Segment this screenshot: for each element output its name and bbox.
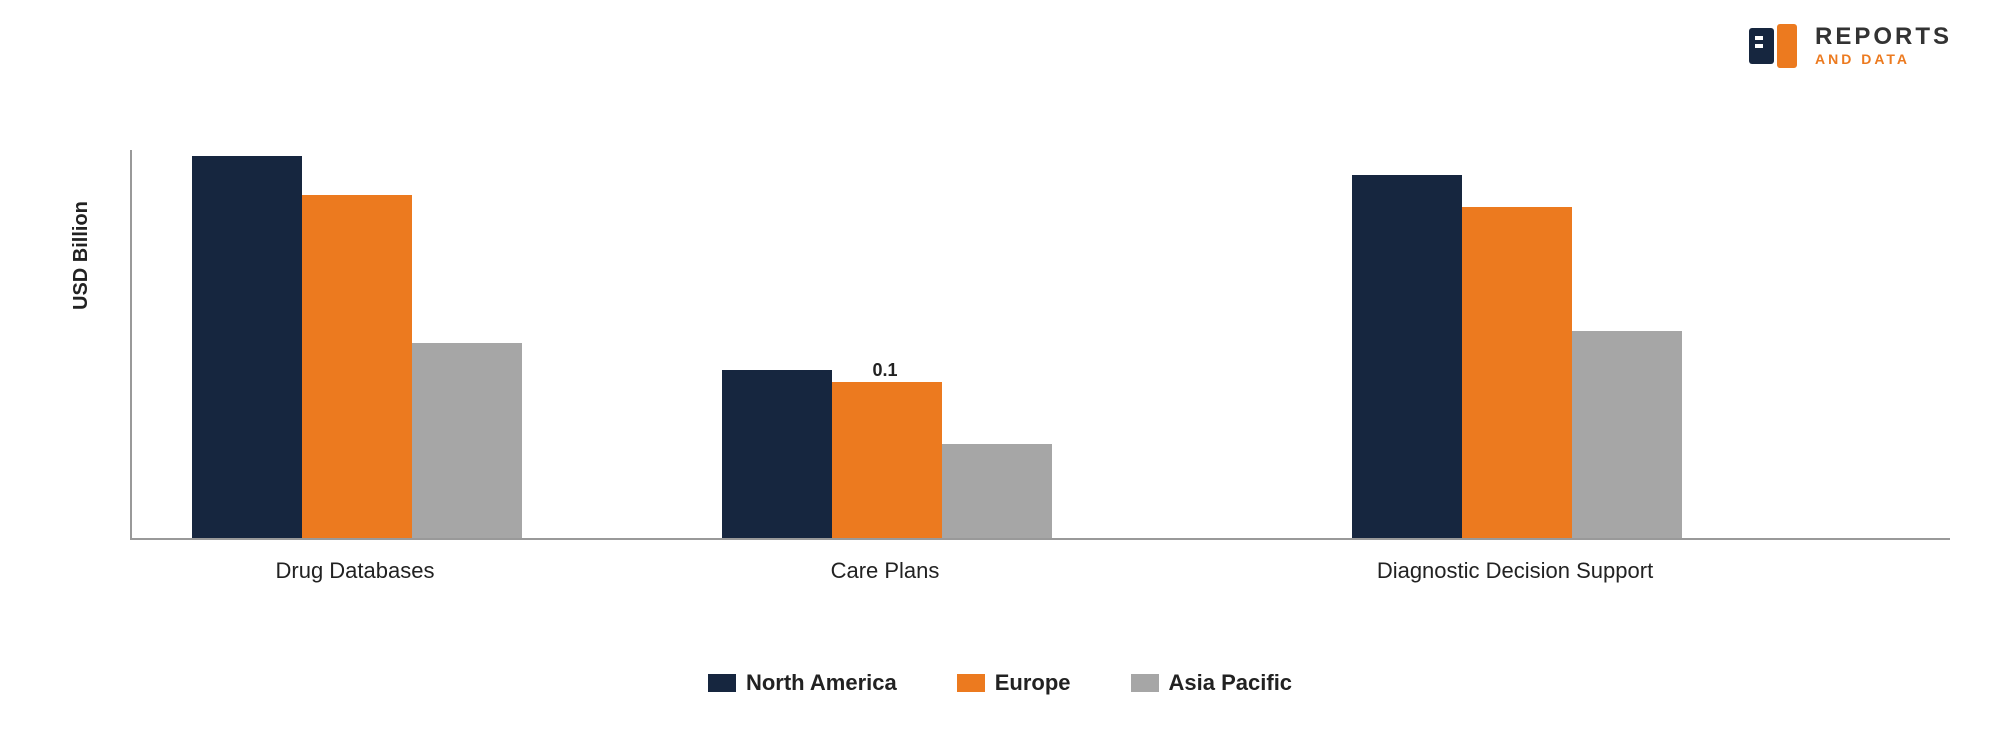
legend-label: Europe	[995, 670, 1071, 696]
bar	[1352, 175, 1462, 538]
bar	[722, 370, 832, 538]
legend-item: Europe	[957, 670, 1071, 696]
bar	[412, 343, 522, 538]
bar	[1572, 331, 1682, 538]
bar	[832, 382, 942, 538]
y-axis-label: USD Billion	[70, 201, 93, 310]
bar	[1462, 207, 1572, 539]
bar	[192, 156, 302, 538]
data-label: 0.1	[872, 360, 897, 381]
bar	[302, 195, 412, 538]
legend-item: Asia Pacific	[1131, 670, 1293, 696]
legend-label: Asia Pacific	[1169, 670, 1293, 696]
logo-mark-icon	[1749, 18, 1803, 72]
plot-area	[130, 150, 1950, 540]
logo-title: REPORTS	[1815, 25, 1952, 49]
legend-swatch	[957, 674, 985, 692]
reports-and-data-logo: REPORTS AND DATA	[1749, 18, 1952, 72]
x-axis-category-label: Care Plans	[705, 558, 1065, 584]
bar-group	[1352, 175, 1682, 538]
chart-container: REPORTS AND DATA USD Billion Drug Databa…	[0, 0, 2000, 741]
legend-swatch	[708, 674, 736, 692]
bar-group	[722, 370, 1052, 538]
legend: North America Europe Asia Pacific	[0, 670, 2000, 696]
x-axis-category-label: Diagnostic Decision Support	[1335, 558, 1695, 584]
x-axis-category-label: Drug Databases	[175, 558, 535, 584]
bar	[942, 444, 1052, 538]
legend-item: North America	[708, 670, 897, 696]
legend-swatch	[1131, 674, 1159, 692]
bar-group	[192, 156, 522, 538]
logo-subtitle: AND DATA	[1815, 52, 1952, 66]
logo-text: REPORTS AND DATA	[1815, 25, 1952, 66]
legend-label: North America	[746, 670, 897, 696]
